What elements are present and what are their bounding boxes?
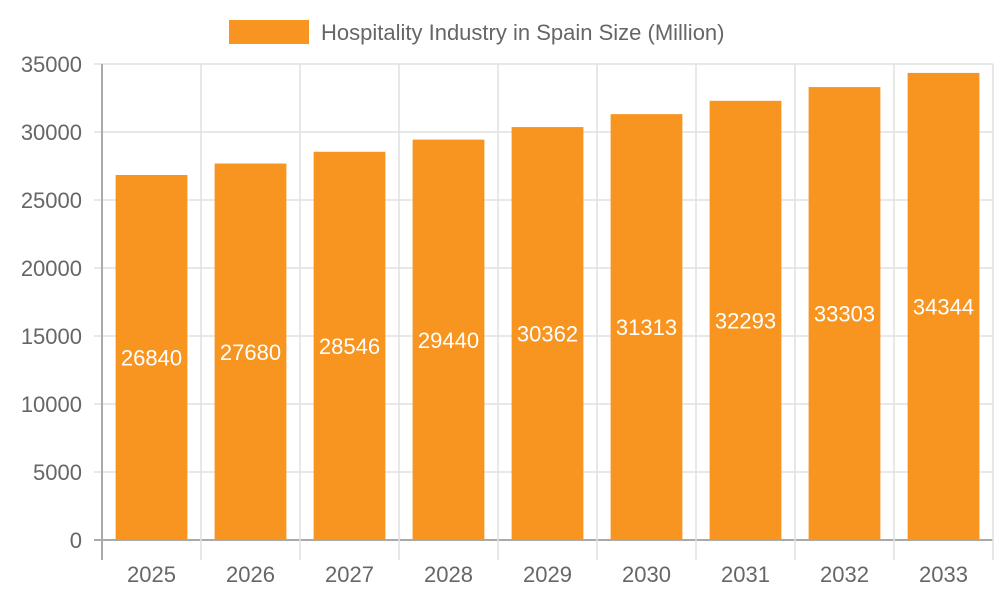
x-tick-label: 2031 bbox=[721, 562, 770, 587]
x-tick-label: 2026 bbox=[226, 562, 275, 587]
legend[interactable]: Hospitality Industry in Spain Size (Mill… bbox=[229, 20, 725, 45]
bar bbox=[412, 139, 485, 540]
data-label: 32293 bbox=[715, 308, 776, 333]
data-labels: 26840 27680 28546 29440 30362 31313 32293 33303… bbox=[121, 294, 974, 370]
data-label: 28546 bbox=[319, 334, 380, 359]
x-tick-label: 2032 bbox=[820, 562, 869, 587]
x-tick-label: 2025 bbox=[127, 562, 176, 587]
data-label: 30362 bbox=[517, 322, 578, 347]
data-label: 33303 bbox=[814, 302, 875, 327]
y-tick-label: 20000 bbox=[21, 256, 82, 281]
x-tick-label: 2030 bbox=[622, 562, 671, 587]
bars bbox=[115, 72, 980, 541]
data-label: 31313 bbox=[616, 315, 677, 340]
y-tick-label: 15000 bbox=[21, 324, 82, 349]
y-tick-label: 35000 bbox=[21, 52, 82, 77]
bar bbox=[313, 151, 386, 540]
data-label: 27680 bbox=[220, 340, 281, 365]
data-label: 26840 bbox=[121, 345, 182, 370]
bar bbox=[808, 87, 881, 541]
y-tick-label: 30000 bbox=[21, 120, 82, 145]
bar bbox=[511, 127, 584, 541]
data-label: 34344 bbox=[913, 294, 974, 319]
legend-swatch bbox=[229, 20, 309, 44]
x-tick-label: 2033 bbox=[919, 562, 968, 587]
y-tick-label: 10000 bbox=[21, 392, 82, 417]
bar bbox=[907, 72, 980, 540]
bar bbox=[214, 163, 287, 540]
x-tick-label: 2028 bbox=[424, 562, 473, 587]
y-tick-label: 25000 bbox=[21, 188, 82, 213]
legend-label: Hospitality Industry in Spain Size (Mill… bbox=[321, 20, 725, 45]
x-axis: 2025 2026 2027 2028 2029 2030 2031 2032 2033 bbox=[127, 562, 968, 587]
bar bbox=[709, 100, 782, 541]
y-tick-label: 0 bbox=[70, 528, 82, 553]
x-tick-label: 2027 bbox=[325, 562, 374, 587]
bar bbox=[115, 174, 188, 540]
y-tick-label: 5000 bbox=[33, 460, 82, 485]
bar bbox=[610, 114, 683, 541]
y-axis: 0 5000 10000 15000 20000 25000 30000 35000 bbox=[21, 52, 82, 553]
x-tick-label: 2029 bbox=[523, 562, 572, 587]
data-label: 29440 bbox=[418, 328, 479, 353]
